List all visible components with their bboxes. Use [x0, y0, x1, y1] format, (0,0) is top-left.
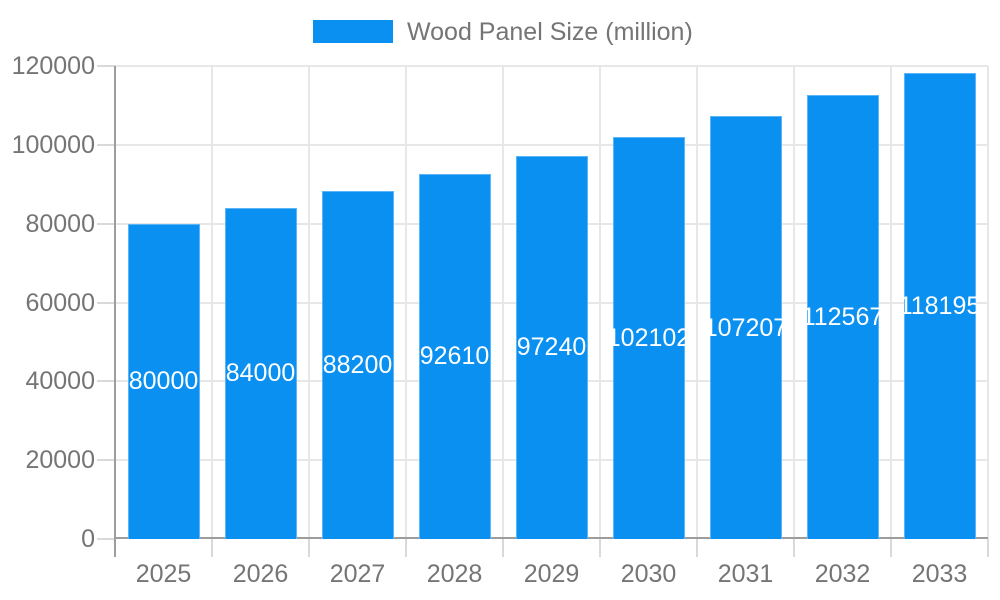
bar-value-label: 88200 — [322, 351, 393, 380]
gridline-vertical — [211, 66, 213, 539]
gridline-vertical — [308, 66, 310, 539]
y-axis-line — [114, 66, 116, 557]
y-axis-tick — [97, 459, 115, 462]
y-axis-tick-label: 120000 — [11, 52, 95, 80]
x-axis-tick — [890, 539, 892, 557]
x-axis-tick — [599, 539, 601, 557]
legend-label: Wood Panel Size (million) — [407, 18, 693, 46]
bar-value-label: 97240 — [516, 333, 587, 362]
x-axis-tick-label: 2025 — [135, 560, 192, 588]
x-axis-tick — [405, 539, 407, 557]
bar-value-label: 112567 — [801, 303, 884, 332]
bar-value-label: 84000 — [225, 359, 296, 388]
y-axis-tick-label: 20000 — [25, 446, 95, 475]
bar — [321, 191, 394, 539]
x-axis-tick-label: 2031 — [717, 560, 774, 588]
bar — [709, 116, 782, 539]
gridline-vertical — [502, 66, 504, 539]
x-axis-tick — [211, 539, 213, 557]
bar — [515, 155, 588, 539]
bar-value-label: 107207 — [703, 313, 788, 342]
gridline-vertical — [405, 66, 407, 539]
bar-value-label: 102102 — [606, 323, 691, 352]
x-axis-tick-label: 2033 — [911, 560, 968, 588]
x-axis-tick — [696, 539, 698, 557]
y-axis-tick-label: 60000 — [25, 288, 95, 317]
y-axis-tick — [97, 222, 115, 225]
x-axis-tick — [793, 539, 795, 557]
bar — [903, 73, 976, 539]
bar-value-label: 92610 — [419, 342, 490, 371]
y-axis-tick — [97, 301, 115, 304]
y-axis-tick-label: 80000 — [25, 209, 95, 238]
y-axis-tick — [97, 65, 115, 67]
bar — [612, 136, 685, 539]
gridline-vertical — [890, 66, 892, 539]
gridline-vertical — [696, 66, 698, 539]
x-axis-tick-label: 2029 — [523, 560, 580, 588]
y-axis-tick — [97, 143, 115, 146]
x-axis-tick-label: 2027 — [329, 560, 386, 588]
bar — [418, 173, 491, 539]
gridline-vertical — [987, 66, 989, 539]
x-axis-tick-label: 2026 — [232, 560, 289, 588]
bar-value-label: 80000 — [128, 367, 199, 396]
x-axis-tick — [987, 539, 989, 557]
y-axis-tick-label: 40000 — [25, 367, 95, 396]
gridline-horizontal — [115, 65, 988, 67]
x-axis-tick — [502, 539, 504, 557]
y-axis-tick-label: 0 — [81, 525, 95, 553]
x-axis-tick-label: 2028 — [426, 560, 483, 588]
bar — [806, 95, 879, 539]
bar-value-label: 118195 — [898, 292, 981, 321]
x-axis-tick-label: 2032 — [814, 560, 871, 588]
x-axis-tick-label: 2030 — [620, 560, 677, 588]
y-axis-tick-label: 100000 — [11, 130, 95, 159]
y-axis-tick — [97, 538, 115, 540]
bar — [224, 207, 297, 539]
gridline-vertical — [599, 66, 601, 539]
x-axis-tick — [308, 539, 310, 557]
gridline-horizontal — [115, 143, 988, 146]
y-axis-tick — [97, 380, 115, 383]
bar — [127, 223, 200, 539]
legend-swatch — [313, 20, 393, 43]
gridline-vertical — [793, 66, 795, 539]
